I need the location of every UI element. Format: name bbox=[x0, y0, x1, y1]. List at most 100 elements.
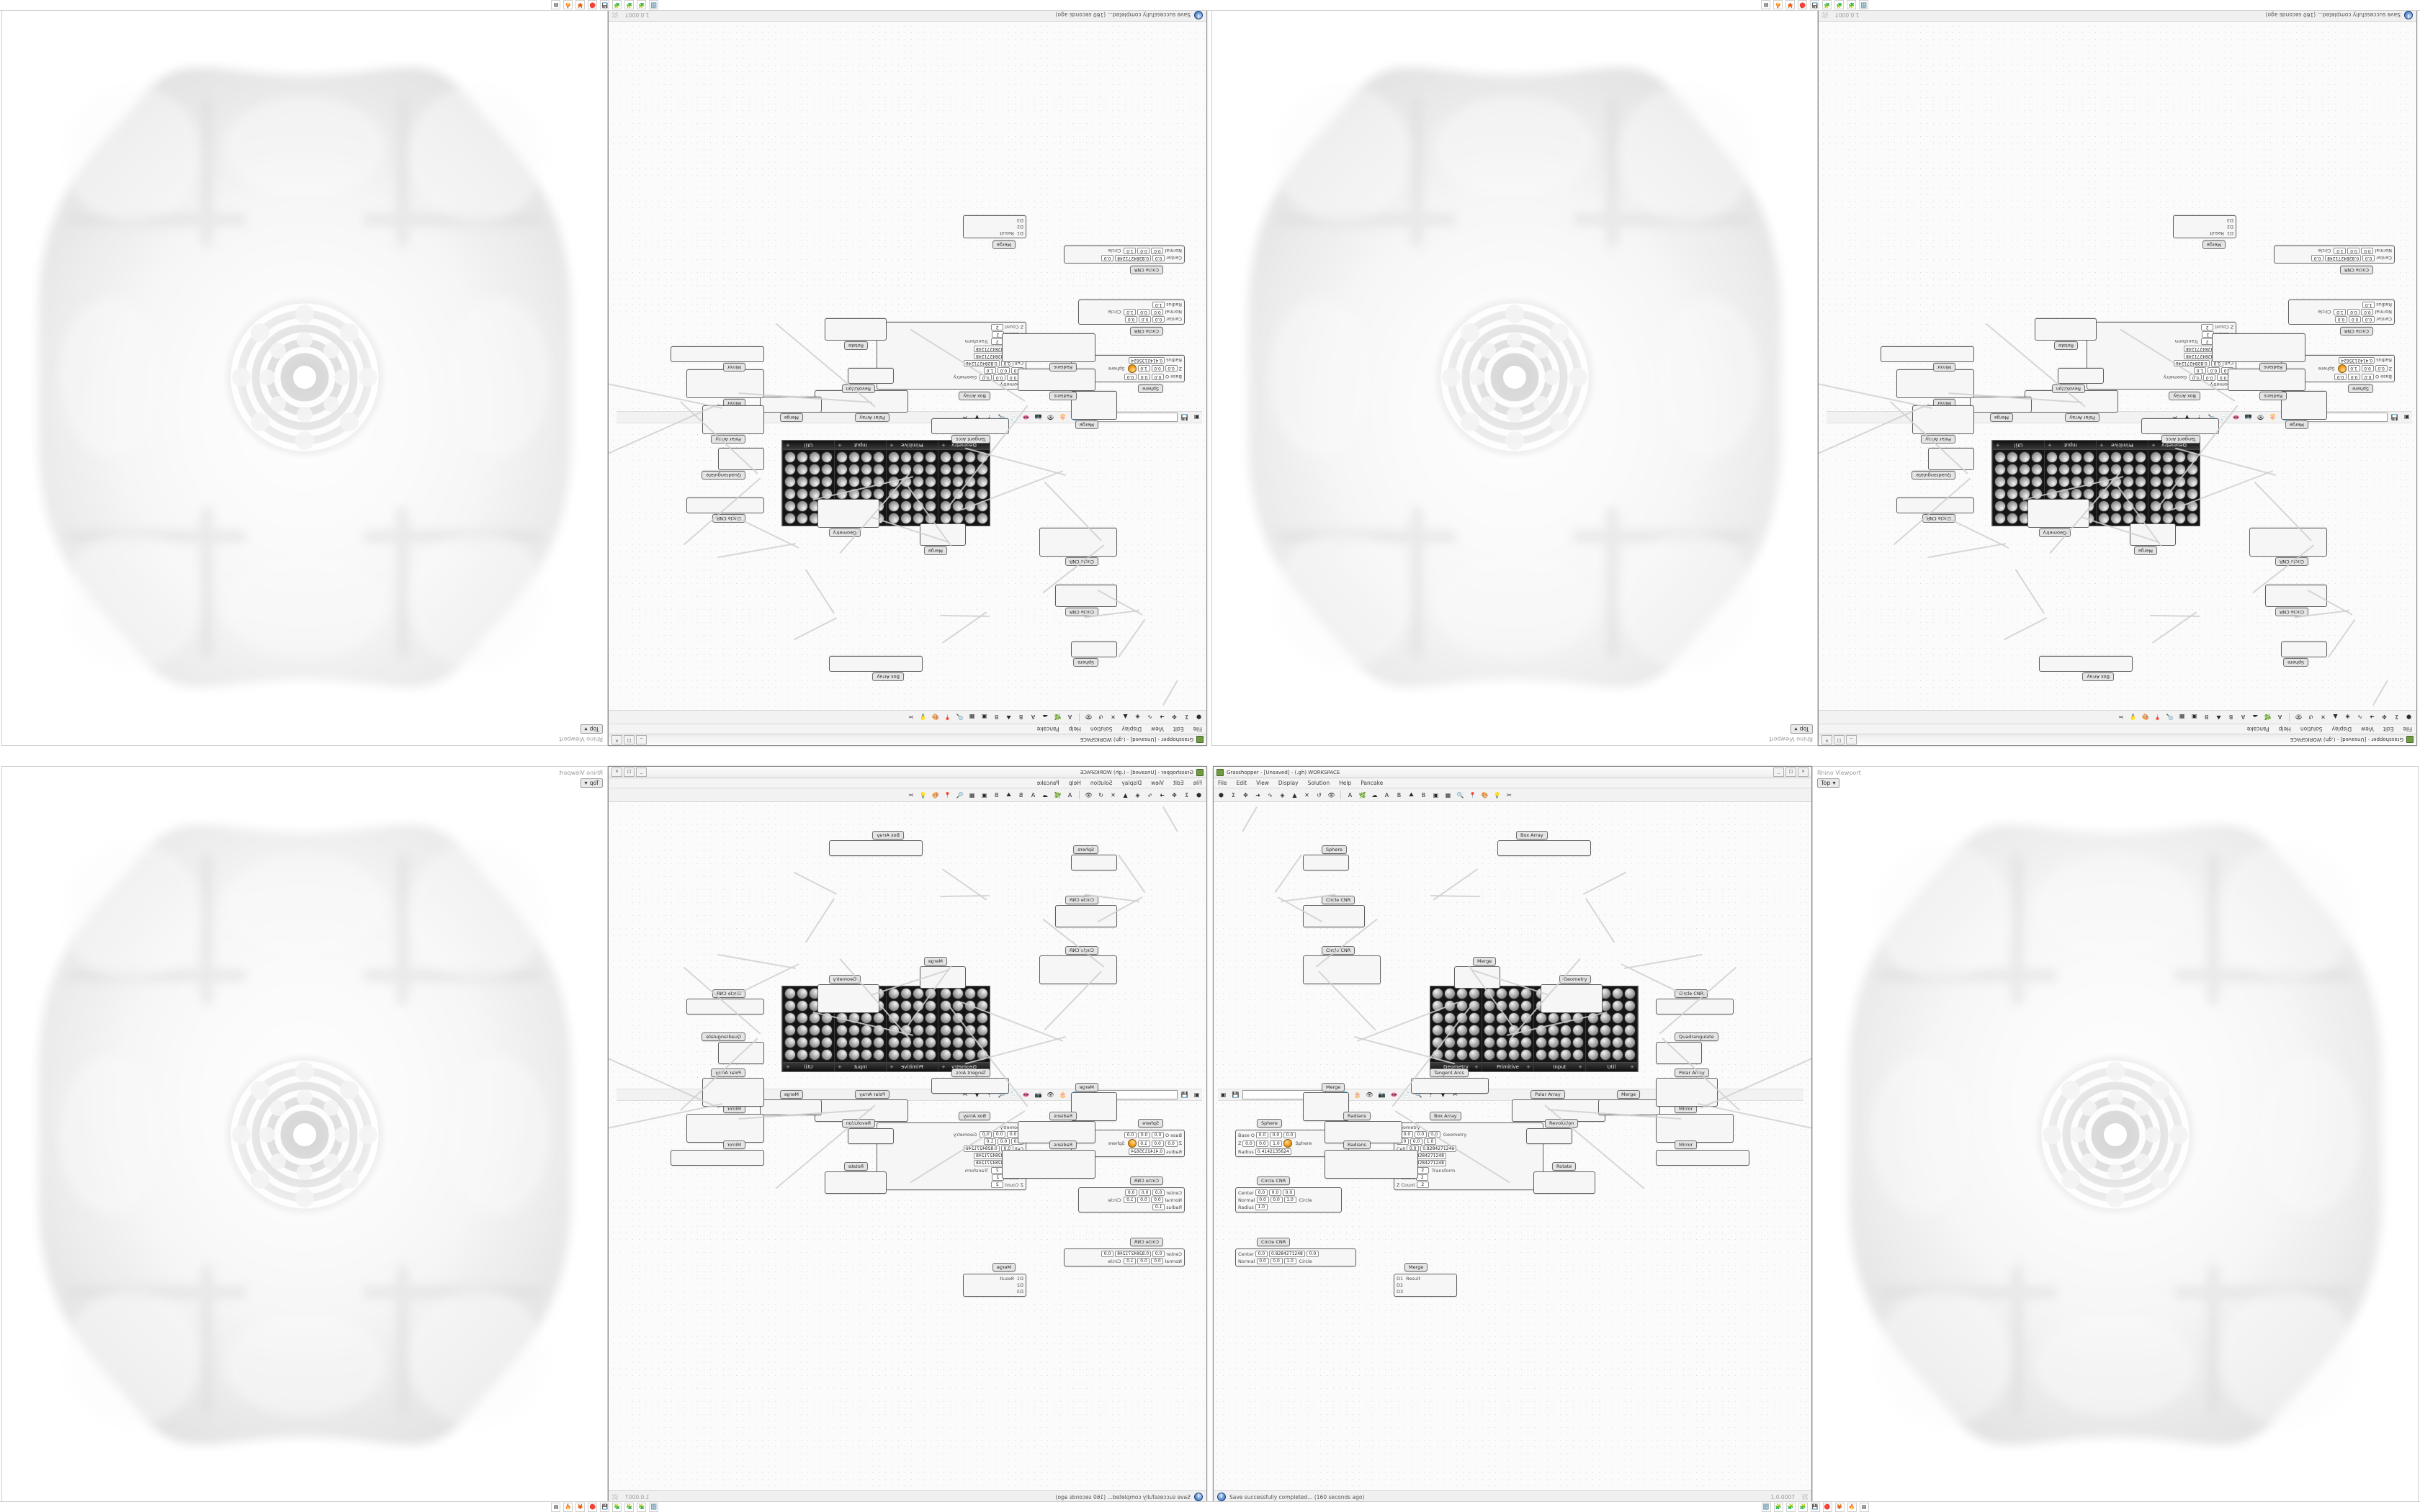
arrow-icon[interactable]: ➜ bbox=[1160, 791, 1165, 798]
palette-component-icon[interactable] bbox=[940, 451, 951, 463]
palette-component-icon[interactable] bbox=[809, 476, 820, 487]
firefox-icon[interactable]: 🔥 bbox=[1847, 1502, 1857, 1512]
canvas-node[interactable] bbox=[2249, 528, 2327, 557]
puzzle-icon[interactable]: 🧩 bbox=[1785, 1502, 1796, 1512]
palette-component-icon[interactable] bbox=[925, 1025, 936, 1036]
menu-item-display[interactable]: Display bbox=[1278, 780, 1299, 786]
circle-normal-x[interactable]: 0.0 bbox=[1151, 1197, 1164, 1203]
rhino-viewport[interactable]: Rhino Viewport Top ▾ bbox=[1, 9, 608, 746]
sphere-origin-x[interactable]: 0.0 bbox=[1255, 1132, 1268, 1138]
menu-item-view[interactable]: View bbox=[2361, 726, 2374, 732]
palette-grid[interactable] bbox=[1586, 986, 1637, 1062]
minimize-button[interactable]: _ bbox=[636, 735, 647, 744]
palette-tab-util[interactable]: Util + bbox=[783, 441, 834, 450]
mesh-icon[interactable]: ▲ bbox=[1292, 791, 1297, 798]
canvas-node[interactable] bbox=[1970, 397, 2032, 413]
palette-component-icon[interactable] bbox=[952, 1025, 964, 1036]
resize-grip[interactable] bbox=[612, 1494, 618, 1500]
node-box-array[interactable]: Geometry P 0.0 0.0 0.0 Geometry 0.0 0.0 … bbox=[1394, 1122, 1543, 1190]
palette-tab-util[interactable]: Util + bbox=[1586, 1062, 1637, 1071]
chevron-down-icon[interactable]: ▾ bbox=[584, 726, 588, 732]
circle2-center-z[interactable]: 0.0 bbox=[1101, 255, 1114, 261]
hexagon-icon[interactable]: ⬢ bbox=[2406, 714, 2411, 721]
sphere-origin-y[interactable]: 0.0 bbox=[2348, 374, 2361, 380]
menu-item-display[interactable]: Display bbox=[1121, 780, 1142, 786]
node-caption[interactable]: Geometry bbox=[1559, 975, 1592, 984]
sphere-origin-z[interactable]: 0.0 bbox=[1124, 374, 1137, 380]
menu-item-file[interactable]: File bbox=[1218, 780, 1227, 786]
palette-tab-util[interactable]: Util + bbox=[1993, 441, 2044, 450]
palette-expand-icon[interactable]: + bbox=[1474, 1064, 1479, 1070]
new-icon[interactable]: ▣ bbox=[1220, 1092, 1227, 1098]
firefox-icon[interactable]: 🔥 bbox=[563, 1502, 573, 1512]
b-icon[interactable]: B bbox=[2228, 714, 2233, 721]
grid-icon[interactable]: ▦ bbox=[969, 714, 975, 721]
preview-icon[interactable]: 👁 bbox=[1047, 1092, 1054, 1098]
sphere-origin-y[interactable]: 0.0 bbox=[1269, 1132, 1282, 1138]
new-icon[interactable]: ▣ bbox=[1193, 414, 1200, 420]
palette-component-icon[interactable] bbox=[1520, 1037, 1532, 1048]
menu-item-edit[interactable]: Edit bbox=[2383, 726, 2394, 732]
node-caption-circle2[interactable]: Circle CNR bbox=[1129, 266, 1163, 274]
palette-component-icon[interactable] bbox=[913, 1049, 924, 1061]
canvas-node[interactable] bbox=[1411, 1078, 1489, 1094]
palette-component-icon[interactable] bbox=[964, 513, 976, 524]
menu-item-solution[interactable]: Solution bbox=[1307, 780, 1330, 786]
sphere-origin-x[interactable]: 0.0 bbox=[2362, 374, 2375, 380]
cloud-icon[interactable]: ☁ bbox=[2252, 714, 2259, 721]
palette-expand-icon[interactable]: + bbox=[2151, 442, 2156, 448]
palette-component-icon[interactable] bbox=[964, 988, 976, 999]
sphere-zaxis-y[interactable]: 0.0 bbox=[2361, 365, 2374, 372]
palette-component-icon[interactable] bbox=[1600, 1037, 1611, 1048]
node-caption-merge[interactable]: Merge bbox=[1404, 1263, 1428, 1272]
canvas-node[interactable] bbox=[931, 1078, 1009, 1094]
record-icon[interactable]: 🔴 bbox=[1798, 0, 1808, 10]
puzzle-icon[interactable]: 🧩 bbox=[1847, 0, 1857, 10]
picture-icon[interactable]: ▣ bbox=[1433, 791, 1439, 798]
palette-component-icon[interactable] bbox=[1994, 500, 2006, 512]
palette-component-icon[interactable] bbox=[848, 451, 860, 463]
palette-grid[interactable] bbox=[1482, 986, 1533, 1062]
node-caption-circle2[interactable]: Circle CNR bbox=[1129, 1238, 1163, 1246]
grid-icon[interactable]: ▦ bbox=[969, 791, 975, 798]
palette-component-icon[interactable] bbox=[836, 451, 848, 463]
circle-radius-value[interactable]: 1.0 bbox=[2362, 302, 2375, 308]
close-button[interactable]: × bbox=[611, 735, 622, 744]
cloud-icon[interactable]: ☁ bbox=[1371, 791, 1378, 798]
palette-component-icon[interactable] bbox=[2007, 488, 2018, 500]
palette-component-icon[interactable] bbox=[797, 513, 808, 524]
menu-item-solution[interactable]: Solution bbox=[2300, 726, 2323, 732]
palette-component-icon[interactable] bbox=[1600, 1012, 1611, 1024]
node-merge[interactable]: D1 Result D2 D3 bbox=[963, 1274, 1026, 1297]
palette-component-icon[interactable] bbox=[977, 488, 988, 500]
palette-component-icon[interactable] bbox=[1536, 1037, 1547, 1048]
b-bold-icon[interactable]: B bbox=[994, 714, 999, 721]
palette-component-icon[interactable] bbox=[836, 1037, 848, 1048]
save-icon[interactable]: 💾 bbox=[2390, 414, 2398, 420]
minimize-button[interactable]: _ bbox=[636, 768, 647, 777]
node-caption[interactable]: Polar Array bbox=[855, 413, 889, 422]
palette-component-icon[interactable] bbox=[836, 1025, 848, 1036]
palette-component-icon[interactable] bbox=[964, 1012, 976, 1024]
canvas-node[interactable] bbox=[671, 1150, 764, 1166]
palette-component-icon[interactable] bbox=[1536, 1049, 1547, 1061]
scissors-icon[interactable]: ✂ bbox=[1453, 1092, 1458, 1098]
node-caption[interactable]: Circle CNR bbox=[1065, 896, 1098, 904]
menu-item-help[interactable]: Help bbox=[1068, 726, 1081, 732]
node-caption[interactable]: Tangent Arcs bbox=[951, 435, 990, 444]
puzzle-icon[interactable]: 🧩 bbox=[612, 0, 622, 10]
lips-icon[interactable]: 👄 bbox=[1390, 1092, 1398, 1098]
palette-component-icon[interactable] bbox=[797, 451, 808, 463]
circle-radius-value[interactable]: 1.0 bbox=[1255, 1204, 1268, 1210]
palette-grid[interactable] bbox=[1430, 986, 1482, 1062]
scissors-icon[interactable]: ✂ bbox=[908, 791, 913, 798]
grasshopper-canvas[interactable]: Geometry + Primitive + Input + bbox=[1819, 22, 2416, 710]
boxarray-origin-y[interactable]: 0.0 bbox=[993, 374, 1006, 381]
node-caption[interactable]: Quadrangulate bbox=[1675, 1032, 1718, 1041]
palette-component-icon[interactable] bbox=[848, 1049, 860, 1061]
scissors-icon[interactable]: ✂ bbox=[2118, 714, 2123, 721]
puzzle-icon[interactable]: 🧩 bbox=[1773, 1502, 1783, 1512]
palette-component-icon[interactable] bbox=[2123, 476, 2134, 487]
node-caption[interactable]: Merge bbox=[1617, 1090, 1641, 1099]
palette-component-icon[interactable] bbox=[2174, 513, 2186, 524]
